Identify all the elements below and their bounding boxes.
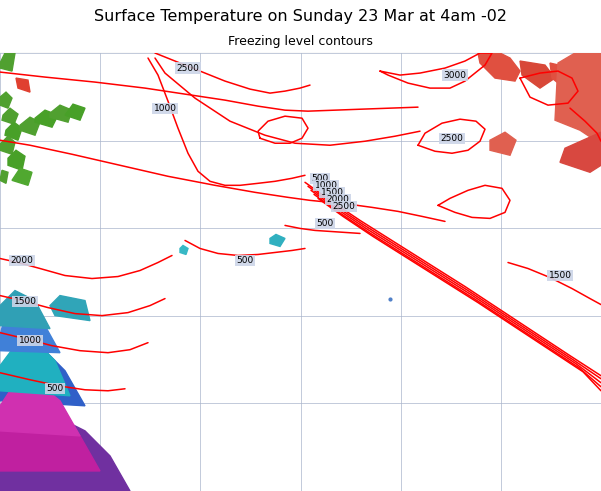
- Polygon shape: [0, 441, 120, 491]
- Polygon shape: [2, 108, 18, 124]
- Polygon shape: [0, 381, 80, 436]
- Text: 2500: 2500: [177, 63, 200, 73]
- Text: Freezing level contours: Freezing level contours: [228, 35, 373, 48]
- Text: 500: 500: [46, 384, 64, 393]
- Text: 2500: 2500: [332, 202, 355, 211]
- Text: Surface Temperature on Sunday 23 Mar at 4am -02: Surface Temperature on Sunday 23 Mar at …: [94, 9, 507, 25]
- Polygon shape: [478, 53, 520, 81]
- Polygon shape: [0, 396, 100, 471]
- Polygon shape: [5, 122, 22, 140]
- Polygon shape: [0, 136, 15, 154]
- Polygon shape: [560, 132, 601, 172]
- Polygon shape: [16, 78, 30, 92]
- Text: 2000: 2000: [326, 195, 349, 204]
- Polygon shape: [270, 234, 285, 246]
- Polygon shape: [50, 296, 90, 321]
- Polygon shape: [0, 346, 85, 406]
- Text: 3000: 3000: [444, 71, 466, 80]
- Polygon shape: [550, 63, 580, 91]
- Polygon shape: [50, 105, 72, 122]
- Polygon shape: [35, 110, 58, 127]
- Polygon shape: [0, 170, 8, 183]
- Polygon shape: [0, 53, 15, 71]
- Polygon shape: [8, 150, 25, 170]
- Polygon shape: [490, 132, 516, 155]
- Polygon shape: [0, 291, 50, 328]
- Polygon shape: [0, 416, 130, 491]
- Text: 500: 500: [236, 256, 254, 265]
- Text: 1500: 1500: [549, 271, 572, 280]
- Text: 500: 500: [311, 174, 329, 183]
- Polygon shape: [0, 311, 60, 353]
- Polygon shape: [12, 168, 32, 185]
- Text: 1000: 1000: [314, 181, 338, 190]
- Text: 2500: 2500: [441, 134, 463, 143]
- Text: 2000: 2000: [11, 256, 34, 265]
- Polygon shape: [0, 92, 12, 108]
- Text: 500: 500: [316, 219, 334, 228]
- Polygon shape: [555, 53, 601, 142]
- Polygon shape: [520, 61, 555, 88]
- Text: 1500: 1500: [320, 188, 344, 197]
- Polygon shape: [20, 117, 40, 135]
- Text: 1500: 1500: [13, 297, 37, 306]
- Text: 1000: 1000: [153, 104, 177, 112]
- Polygon shape: [0, 341, 70, 396]
- Polygon shape: [180, 246, 188, 254]
- Text: 1000: 1000: [19, 336, 41, 345]
- Polygon shape: [65, 104, 85, 120]
